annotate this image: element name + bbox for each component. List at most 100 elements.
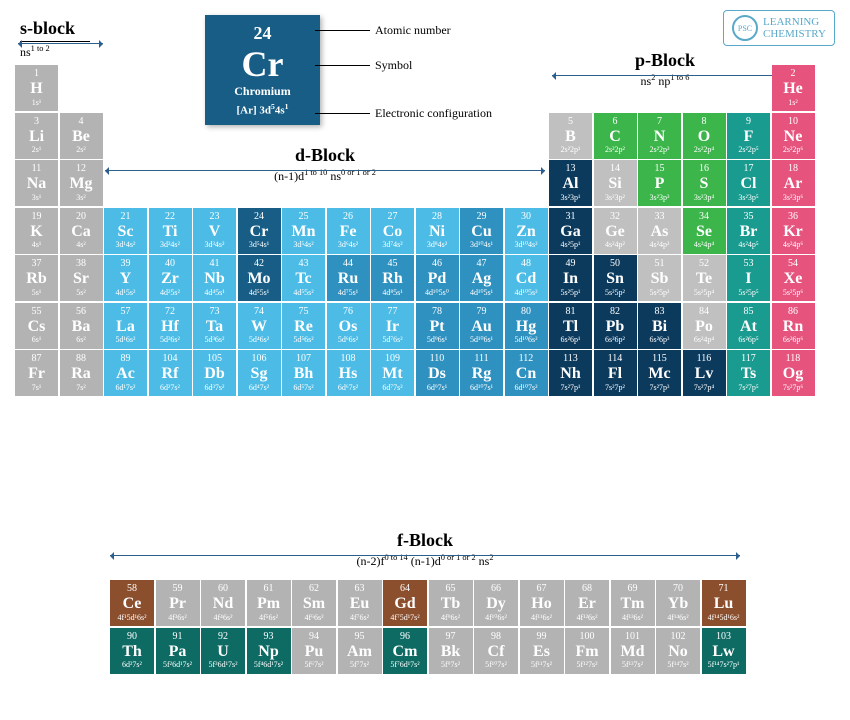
element-Mc: 115Mc7s²7p³	[638, 350, 681, 396]
element-Sn: 50Sn5s²5p²	[594, 255, 637, 301]
element-Pb: 82Pb6s²6p²	[594, 303, 637, 349]
logo-text-1: LEARNING	[763, 16, 826, 28]
element-Sr: 38Sr5s²	[60, 255, 103, 301]
element-Ge: 32Ge4s²4p²	[594, 208, 637, 254]
element-Lv: 116Lv7s²7p⁴	[683, 350, 726, 396]
f-block-bracket	[110, 555, 740, 556]
element-Re: 75Re5d⁵6s²	[282, 303, 325, 349]
element-F: 9F2s²2p⁵	[727, 113, 770, 159]
element-He: 2He1s²	[772, 65, 815, 111]
element-Pu: 94Pu5f⁶7s²	[292, 628, 336, 674]
s-block-title: s-block	[20, 18, 105, 39]
element-Pm: 61Pm4f⁵6s²	[247, 580, 291, 626]
element-Yb: 70Yb4f¹⁴6s²	[656, 580, 700, 626]
element-Ir: 77Ir5d⁷6s²	[371, 303, 414, 349]
element-Ni: 28Ni3d⁸4s²	[416, 208, 459, 254]
legend-label-atomic: Atomic number	[375, 23, 451, 38]
element-Br: 35Br4s²4p⁵	[727, 208, 770, 254]
element-Fl: 114Fl7s²7p²	[594, 350, 637, 396]
element-Ne: 10Ne2s²2p⁶	[772, 113, 815, 159]
element-At: 85At6s²6p⁵	[727, 303, 770, 349]
element-Tc: 43Tc4d⁵5s²	[282, 255, 325, 301]
element-H: 1H1s¹	[15, 65, 58, 111]
element-V: 23V3d³4s²	[193, 208, 236, 254]
element-Rf: 104Rf6d²7s²	[149, 350, 192, 396]
element-Si: 14Si3s²3p²	[594, 160, 637, 206]
element-Db: 105Db6d³7s²	[193, 350, 236, 396]
element-Ca: 20Ca4s²	[60, 208, 103, 254]
element-Ac: 89Ac6d¹7s²	[104, 350, 147, 396]
legend-line-atomic	[315, 30, 370, 31]
element-Po: 84Po6s²4p⁴	[683, 303, 726, 349]
element-O: 8O2s²2p⁴	[683, 113, 726, 159]
element-Nd: 60Nd4f⁴6s²	[201, 580, 245, 626]
element-Ar: 18Ar3s²3p⁶	[772, 160, 815, 206]
element-Cn: 112Cn6d¹⁰7s²	[505, 350, 548, 396]
element-As: 33As4s²4p³	[638, 208, 681, 254]
f-block-label: f-Block (n-2)f0 to 14 (n-1)d0 or 1 or 2 …	[110, 530, 740, 569]
element-Tl: 81Tl6s²6p¹	[549, 303, 592, 349]
element-Mg: 12Mg3s²	[60, 160, 103, 206]
element-Tm: 69Tm4f¹³6s²	[611, 580, 655, 626]
element-Be: 4Be2s²	[60, 113, 103, 159]
element-Eu: 63Eu4f⁷6s²	[338, 580, 382, 626]
element-Cu: 29Cu3d¹⁰4s¹	[460, 208, 503, 254]
element-P: 15P3s²3p³	[638, 160, 681, 206]
element-Al: 13Al3s²3p¹	[549, 160, 592, 206]
element-Gd: 64Gd4f⁷5d¹7s²	[383, 580, 427, 626]
element-Sb: 51Sb5s²5p³	[638, 255, 681, 301]
element-Ba: 56Ba6s²	[60, 303, 103, 349]
element-Sc: 21Sc3d¹4s²	[104, 208, 147, 254]
element-Cm: 96Cm5f⁷6d¹7s²	[383, 628, 427, 674]
element-I: 53I5s²5p⁵	[727, 255, 770, 301]
element-Mt: 109Mt6d⁷7s²	[371, 350, 414, 396]
element-Au: 79Au5d¹⁰6s¹	[460, 303, 503, 349]
periodic-table-diagram: PSC LEARNING CHEMISTRY 24 Cr Chromium [A…	[10, 10, 840, 710]
element-Nh: 113Nh7s²7p¹	[549, 350, 592, 396]
element-Rn: 86Rn6s²6p⁶	[772, 303, 815, 349]
s-block-label: s-block ns1 to 2	[20, 18, 105, 60]
element-Pt: 78Pt5d⁹6s¹	[416, 303, 459, 349]
brand-logo: PSC LEARNING CHEMISTRY	[723, 10, 835, 46]
element-Lu: 71Lu4f¹⁴5d¹6s²	[702, 580, 746, 626]
element-Sm: 62Sm4f⁶6s²	[292, 580, 336, 626]
element-Lw: 103Lw5f¹⁴7s²7p¹	[702, 628, 746, 674]
element-Y: 39Y4d¹5s²	[104, 255, 147, 301]
element-N: 7N2s²2p³	[638, 113, 681, 159]
element-Ho: 67Ho4f¹¹6s²	[520, 580, 564, 626]
element-Og: 118Og7s²7p⁶	[772, 350, 815, 396]
element-Mn: 25Mn3d⁵4s²	[282, 208, 325, 254]
element-La: 57La5d¹6s²	[104, 303, 147, 349]
element-Cd: 48Cd4d¹⁰5s²	[505, 255, 548, 301]
element-Fe: 26Fe3d⁶4s²	[327, 208, 370, 254]
element-In: 49In5s²5p¹	[549, 255, 592, 301]
periodic-table-grid: 1H1s¹2He1s²3Li2s¹4Be2s²5B2s²2p¹6C2s²2p²7…	[15, 65, 815, 396]
element-Mo: 42Mo4d⁵5s¹	[238, 255, 281, 301]
f-block-grid: 58Ce4f¹5d¹6s²59Pr4f³6s²60Nd4f⁴6s²61Pm4f⁵…	[110, 580, 746, 674]
element-Co: 27Co3d⁷4s²	[371, 208, 414, 254]
element-Xe: 54Xe5s²5p⁶	[772, 255, 815, 301]
element-S: 16S3s²3p⁴	[683, 160, 726, 206]
element-Rg: 111Rg6d¹⁰7s¹	[460, 350, 503, 396]
element-Kr: 36Kr4s²4p⁶	[772, 208, 815, 254]
element-Tb: 65Tb4f⁹6s²	[429, 580, 473, 626]
element-Pr: 59Pr4f³6s²	[156, 580, 200, 626]
element-Ru: 44Ru4d⁷5s¹	[327, 255, 370, 301]
element-Pd: 46Pd4d¹⁰5s⁰	[416, 255, 459, 301]
element-U: 92U5f³6d¹7s²	[201, 628, 245, 674]
element-Hf: 72Hf5d²6s²	[149, 303, 192, 349]
element-Bk: 97Bk5f⁹7s²	[429, 628, 473, 674]
element-Fm: 100Fm5f¹²7s²	[565, 628, 609, 674]
element-C: 6C2s²2p²	[594, 113, 637, 159]
element-Am: 95Am5f⁷7s²	[338, 628, 382, 674]
element-K: 19K4s¹	[15, 208, 58, 254]
element-Zn: 30Zn3d¹⁰4s²	[505, 208, 548, 254]
element-Ce: 58Ce4f¹5d¹6s²	[110, 580, 154, 626]
element-Cl: 17Cl3s²3p⁵	[727, 160, 770, 206]
element-Bi: 83Bi6s²6p³	[638, 303, 681, 349]
element-Ta: 73Ta5d³6s²	[193, 303, 236, 349]
element-Rb: 37Rb5s¹	[15, 255, 58, 301]
element-Ga: 31Ga4s²5p¹	[549, 208, 592, 254]
element-Zr: 40Zr4d²5s²	[149, 255, 192, 301]
element-Pa: 91Pa5f²6d¹7s²	[156, 628, 200, 674]
